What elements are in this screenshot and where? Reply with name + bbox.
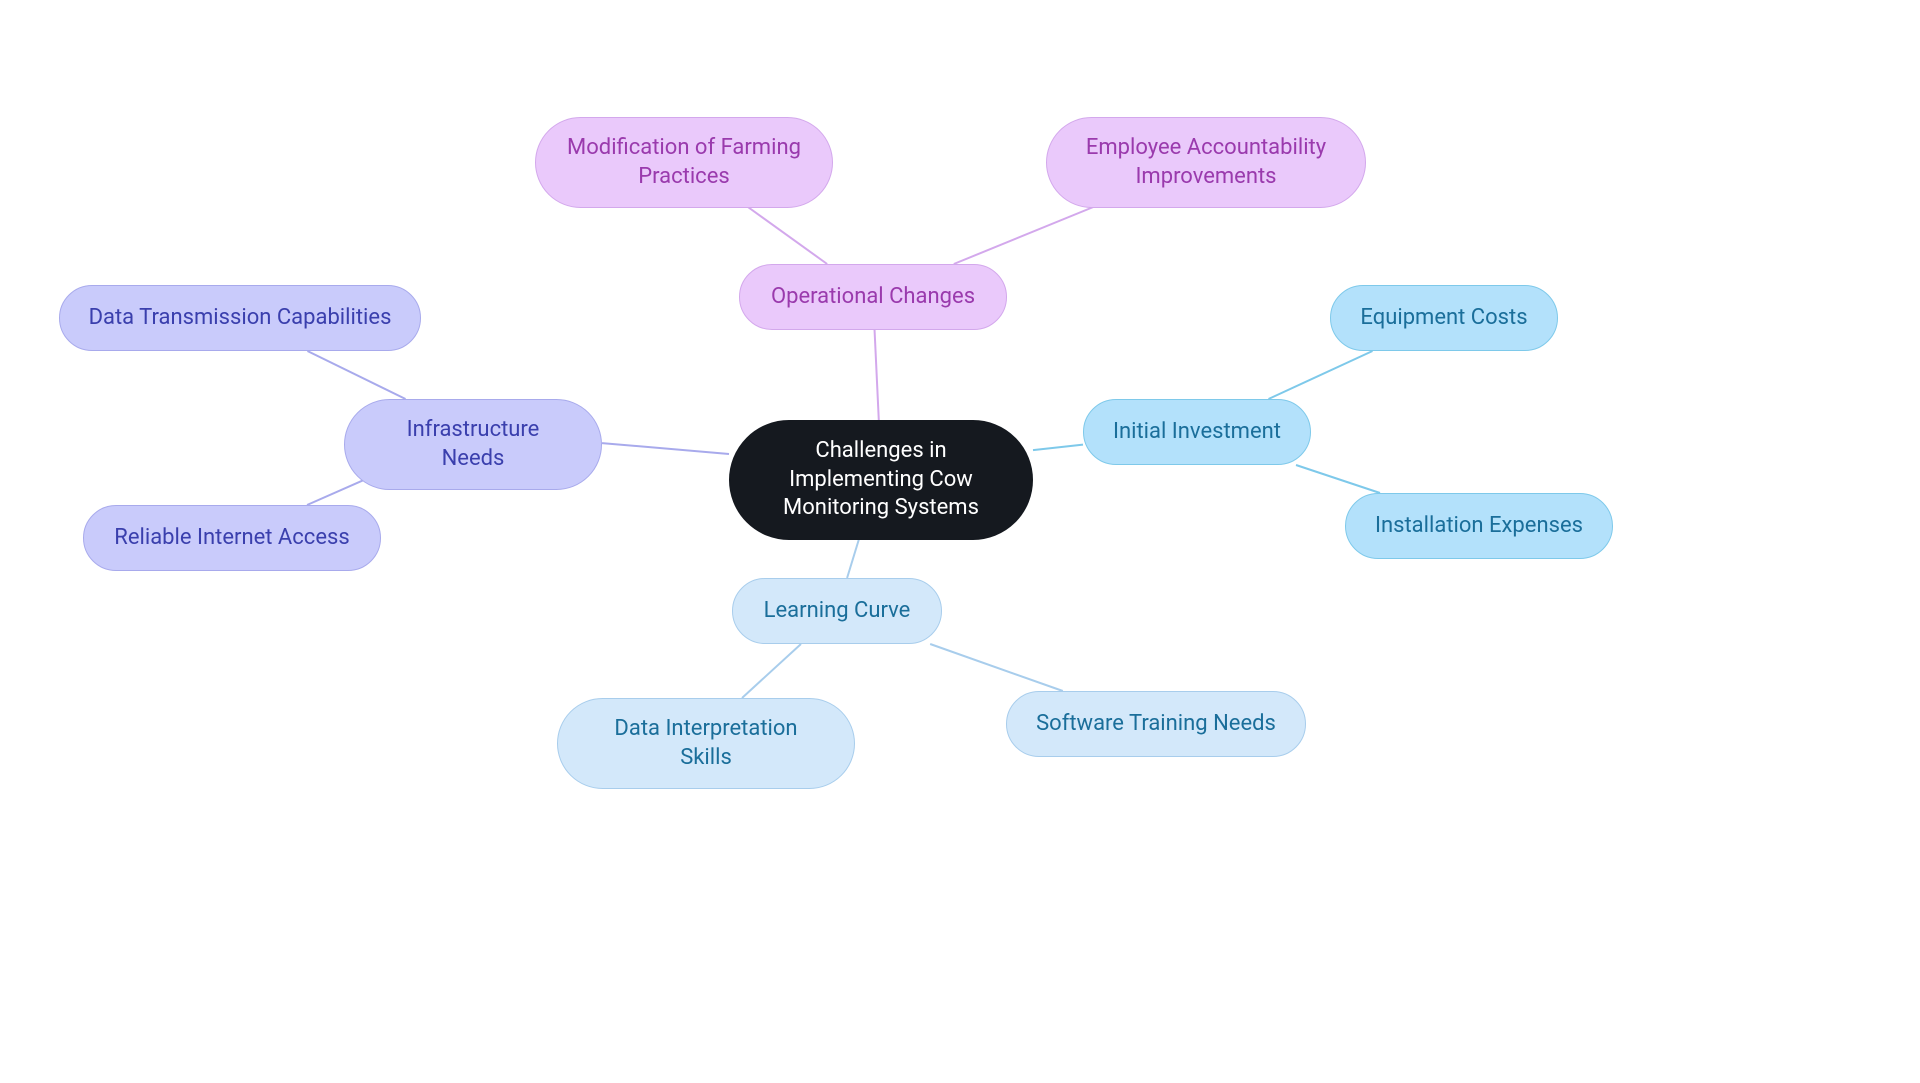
edge-operational-changes-modification-farming: [745, 205, 827, 264]
node-learning-curve: Learning Curve: [732, 578, 942, 644]
edge-operational-changes-employee-accountability: [954, 205, 1098, 264]
node-label: Initial Investment: [1113, 418, 1281, 447]
node-data-interpretation: Data Interpretation Skills: [557, 698, 855, 789]
node-label: Data Transmission Capabilities: [89, 304, 392, 333]
node-label: Software Training Needs: [1036, 710, 1276, 739]
node-modification-farming: Modification of Farming Practices: [535, 117, 833, 208]
node-data-transmission: Data Transmission Capabilities: [59, 285, 421, 351]
edge-learning-curve-software-training: [930, 644, 1063, 691]
edge-center-initial-investment: [1033, 445, 1083, 451]
node-equipment-costs: Equipment Costs: [1330, 285, 1558, 351]
node-employee-accountability: Employee Accountability Improvements: [1046, 117, 1366, 208]
node-label: Modification of Farming Practices: [564, 134, 804, 191]
node-software-training: Software Training Needs: [1006, 691, 1306, 757]
edge-initial-investment-equipment-costs: [1269, 351, 1373, 399]
node-reliable-internet: Reliable Internet Access: [83, 505, 381, 571]
node-label: Reliable Internet Access: [114, 524, 349, 553]
node-label: Equipment Costs: [1360, 304, 1527, 333]
node-label: Data Interpretation Skills: [586, 715, 826, 772]
edge-center-operational-changes: [875, 330, 879, 420]
edge-infrastructure-needs-data-transmission: [307, 351, 405, 399]
node-label: Operational Changes: [771, 283, 975, 312]
node-center: Challenges in Implementing Cow Monitorin…: [729, 420, 1033, 540]
node-operational-changes: Operational Changes: [739, 264, 1007, 330]
node-label: Installation Expenses: [1375, 512, 1583, 541]
node-label: Infrastructure Needs: [373, 416, 573, 473]
node-label: Employee Accountability Improvements: [1075, 134, 1337, 191]
edge-initial-investment-installation-expenses: [1296, 465, 1380, 493]
edge-learning-curve-data-interpretation: [742, 644, 801, 698]
node-infrastructure-needs: Infrastructure Needs: [344, 399, 602, 490]
node-installation-expenses: Installation Expenses: [1345, 493, 1613, 559]
node-label: Challenges in Implementing Cow Monitorin…: [758, 437, 1004, 523]
edge-center-infrastructure-needs: [602, 443, 729, 454]
node-label: Learning Curve: [764, 597, 911, 626]
node-initial-investment: Initial Investment: [1083, 399, 1311, 465]
